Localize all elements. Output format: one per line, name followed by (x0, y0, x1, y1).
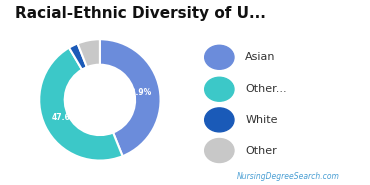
Text: 47.6%: 47.6% (51, 113, 78, 122)
Circle shape (205, 45, 234, 69)
Text: Racial-Ethnic Diversity of U...: Racial-Ethnic Diversity of U... (15, 6, 266, 21)
Wedge shape (39, 48, 122, 161)
Text: Other: Other (245, 146, 277, 156)
Circle shape (205, 139, 234, 162)
Wedge shape (100, 39, 161, 156)
Text: Other...: Other... (245, 84, 287, 94)
Circle shape (205, 77, 234, 101)
Text: White: White (245, 115, 278, 125)
Text: 43.9%: 43.9% (125, 88, 152, 97)
Text: Asian: Asian (245, 52, 276, 62)
Text: NursingDegreeSearch.com: NursingDegreeSearch.com (237, 172, 340, 181)
Circle shape (205, 108, 234, 132)
Wedge shape (78, 39, 100, 67)
Wedge shape (69, 43, 87, 70)
